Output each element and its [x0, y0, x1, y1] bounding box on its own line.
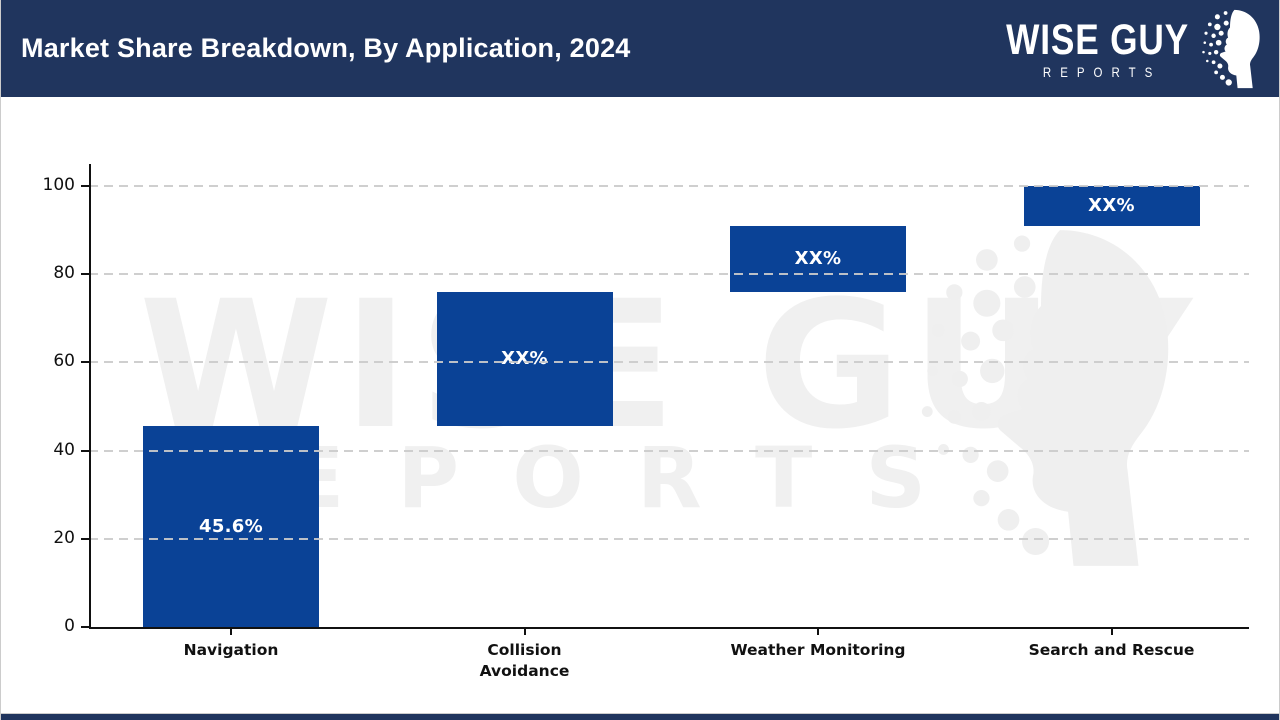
category-label-collision-avoidance: Collision Avoidance — [479, 641, 570, 680]
gridline-100 — [89, 185, 1249, 187]
face-profile-icon — [1202, 9, 1260, 89]
x-tickmark-navigation — [230, 627, 232, 635]
gridline-20 — [89, 537, 1249, 540]
y-tickmark-60 — [81, 361, 89, 364]
logo-primary-text: WISE GUY — [1006, 16, 1189, 64]
bar-value-label-navigation: 45.6% — [199, 515, 263, 537]
y-tick-label-100: 100 — [42, 175, 75, 195]
page-title: Market Share Breakdown, By Application, … — [21, 33, 631, 63]
y-tick-label-60: 60 — [53, 351, 75, 372]
bar-navigation: 45.6% — [143, 425, 319, 627]
y-tickmark-20 — [81, 537, 89, 540]
y-tick-label-80: 80 — [53, 263, 75, 284]
category-label-weather-monitoring: Weather Monitoring — [730, 641, 906, 659]
wise-guy-logo: WISE GUY REPORTS — [966, 8, 1269, 90]
bar-value-label-weather-monitoring: XX% — [794, 248, 842, 270]
logo-text: WISE GUY REPORTS — [1006, 18, 1189, 80]
x-tickmark-search-and-rescue — [1110, 627, 1113, 635]
bar-search-and-rescue: XX% — [1023, 186, 1200, 226]
y-tick-label-40: 40 — [53, 439, 75, 460]
y-tickmark-80 — [81, 273, 89, 276]
bar-value-label-search-and-rescue: XX% — [1088, 195, 1135, 217]
gridline-60 — [89, 361, 1249, 364]
y-tickmark-0 — [81, 626, 89, 628]
gridline-40 — [89, 449, 1249, 452]
x-axis-line — [89, 627, 1249, 629]
category-label-navigation: Navigation — [183, 641, 279, 659]
logo-secondary-text: REPORTS — [1042, 64, 1162, 80]
bar-collision-avoidance: XX% — [436, 291, 613, 426]
y-tick-label-20: 20 — [53, 527, 75, 548]
bar-weather-monitoring: XX% — [730, 225, 906, 292]
header-bar: Market Share Breakdown, By Application, … — [1, 0, 1279, 97]
y-axis-line — [89, 164, 91, 629]
gridline-80 — [89, 273, 1249, 276]
bar-value-label-collision-avoidance: XX% — [501, 348, 548, 370]
y-tick-label-0: 0 — [64, 616, 75, 636]
x-tickmark-collision-avoidance — [523, 627, 526, 635]
y-tickmark-100 — [81, 185, 89, 187]
x-tickmark-weather-monitoring — [817, 627, 819, 635]
category-label-search-and-rescue: Search and Rescue — [1028, 641, 1195, 659]
footer-bar — [1, 713, 1279, 720]
y-tickmark-40 — [81, 449, 89, 452]
